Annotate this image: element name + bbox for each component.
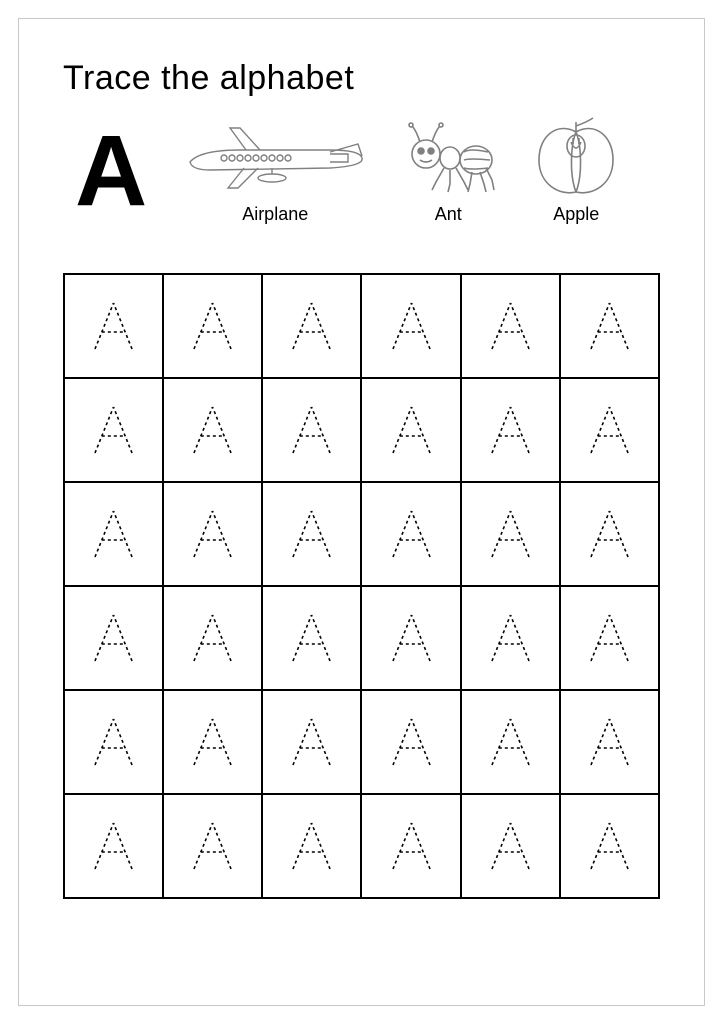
tracing-cell bbox=[262, 690, 361, 794]
tracing-cell bbox=[461, 482, 560, 586]
tracing-cell bbox=[64, 586, 163, 690]
example-label: Airplane bbox=[242, 204, 308, 225]
tracing-cell bbox=[461, 274, 560, 378]
tracing-cell bbox=[163, 690, 262, 794]
tracing-cell bbox=[64, 274, 163, 378]
tracing-cell bbox=[262, 586, 361, 690]
tracing-cell bbox=[64, 794, 163, 898]
tracing-grid bbox=[63, 273, 660, 899]
tracing-cell bbox=[361, 794, 460, 898]
example-label: Apple bbox=[553, 204, 599, 225]
tracing-cell bbox=[560, 482, 659, 586]
tracing-cell bbox=[163, 482, 262, 586]
tracing-cell bbox=[361, 482, 460, 586]
header-row: A Ai bbox=[63, 116, 660, 225]
ant-icon bbox=[398, 116, 498, 198]
tracing-cell bbox=[560, 378, 659, 482]
tracing-cell bbox=[461, 794, 560, 898]
tracing-cell bbox=[64, 378, 163, 482]
example-airplane: Airplane bbox=[175, 116, 375, 225]
example-ant: Ant bbox=[393, 116, 503, 225]
tracing-cell bbox=[163, 378, 262, 482]
tracing-cell bbox=[64, 690, 163, 794]
tracing-cell bbox=[560, 274, 659, 378]
tracing-cell bbox=[64, 482, 163, 586]
page-title: Trace the alphabet bbox=[63, 59, 660, 98]
tracing-cell bbox=[461, 378, 560, 482]
tracing-cell bbox=[163, 274, 262, 378]
worksheet-page: Trace the alphabet A bbox=[18, 18, 705, 1006]
tracing-cell bbox=[262, 794, 361, 898]
tracing-cell bbox=[163, 794, 262, 898]
tracing-cell bbox=[361, 690, 460, 794]
example-apple: Apple bbox=[521, 116, 631, 225]
example-label: Ant bbox=[435, 204, 462, 225]
tracing-cell bbox=[361, 586, 460, 690]
apple-icon bbox=[531, 116, 621, 198]
featured-letter: A bbox=[75, 121, 147, 221]
tracing-cell bbox=[560, 794, 659, 898]
tracing-cell bbox=[262, 378, 361, 482]
airplane-icon bbox=[180, 116, 370, 198]
tracing-cell bbox=[461, 690, 560, 794]
tracing-cell bbox=[461, 586, 560, 690]
tracing-cell bbox=[560, 586, 659, 690]
tracing-cell bbox=[262, 482, 361, 586]
tracing-cell bbox=[361, 274, 460, 378]
tracing-cell bbox=[560, 690, 659, 794]
tracing-cell bbox=[361, 378, 460, 482]
tracing-cell bbox=[163, 586, 262, 690]
tracing-cell bbox=[262, 274, 361, 378]
